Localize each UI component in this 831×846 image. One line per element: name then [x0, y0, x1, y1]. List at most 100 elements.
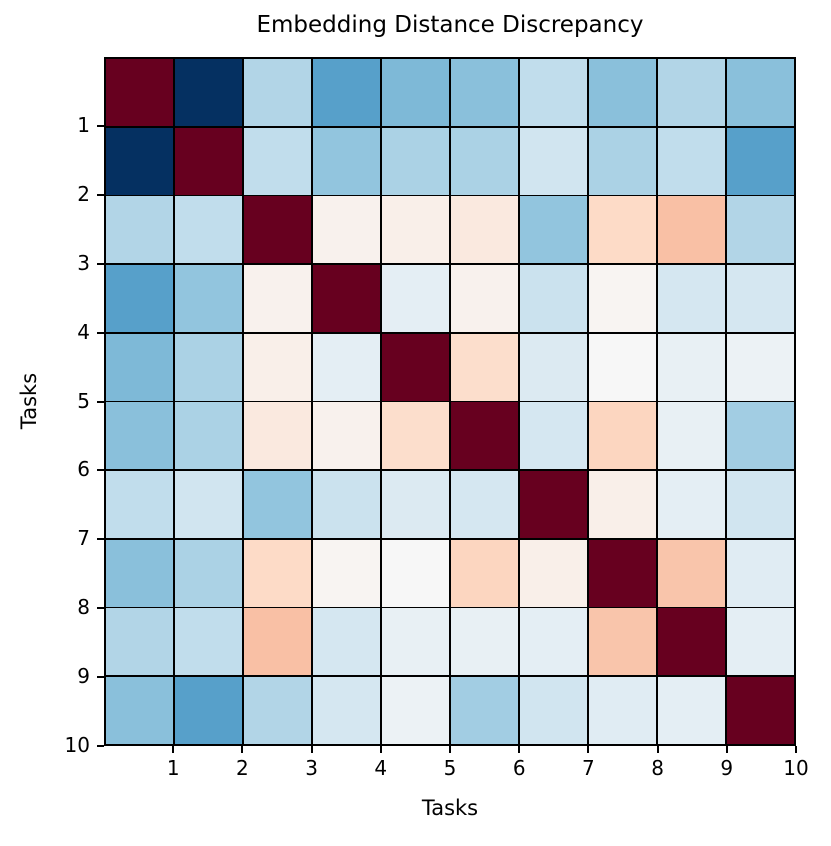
x-tick-mark: [656, 746, 659, 753]
heatmap-cell-r10c7: [519, 676, 588, 744]
heatmap-cell-r2c3: [243, 127, 312, 195]
heatmap-cell-r6c7: [519, 402, 588, 470]
heatmap-cell-r4c5: [381, 264, 450, 333]
heatmap-grid: [106, 59, 794, 744]
heatmap-cell-r9c4: [312, 608, 381, 676]
x-tick-mark: [587, 746, 590, 753]
heatmap-cell-r6c4: [312, 402, 381, 470]
y-axis-label: Tasks: [17, 372, 41, 430]
heatmap-cell-r9c8: [588, 608, 657, 676]
heatmap-cell-r3c10: [726, 196, 794, 264]
heatmap-cell-r5c6: [450, 333, 519, 401]
y-tick-label-7: 7: [77, 526, 90, 551]
heatmap-cell-r1c7: [519, 59, 588, 127]
x-axis-ticks: 1 2 3 4 5 6 7 8 9 10: [104, 746, 809, 788]
heatmap-cell-r7c4: [312, 470, 381, 539]
heatmap-cell-r8c9: [657, 539, 726, 607]
heatmap-cell-r10c4: [312, 676, 381, 744]
heatmap-cell-r3c4: [312, 196, 381, 264]
x-tick-label-10: 10: [783, 756, 809, 780]
heatmap-cell-r3c7: [519, 196, 588, 264]
heatmap-cell-r5c7: [519, 333, 588, 401]
heatmap-cell-r10c2: [174, 676, 243, 744]
heatmap-cell-r4c2: [174, 264, 243, 333]
heatmap-cell-r7c9: [657, 470, 726, 539]
heatmap-cell-r3c6: [450, 196, 519, 264]
heatmap-cell-r2c7: [519, 127, 588, 195]
x-tick-mark: [241, 746, 244, 753]
y-tick-label-5: 5: [77, 388, 90, 413]
heatmap-cell-r10c5: [381, 676, 450, 744]
heatmap-cell-r1c2: [174, 59, 243, 127]
x-tick-mark: [725, 746, 728, 753]
heatmap-cell-r4c7: [519, 264, 588, 333]
x-tick-mark: [379, 746, 382, 753]
heatmap-cell-r7c1: [106, 470, 174, 539]
heatmap-cell-r6c6: [450, 402, 519, 470]
heatmap-cell-r10c8: [588, 676, 657, 744]
heatmap-cell-r7c5: [381, 470, 450, 539]
x-tick-mark: [449, 746, 451, 753]
heatmap-cell-r8c10: [726, 539, 794, 607]
x-tick-label-1: 1: [166, 756, 180, 780]
heatmap-cell-r4c3: [243, 264, 312, 333]
heatmap-cell-r10c9: [657, 676, 726, 744]
y-tick-label-1: 1: [77, 112, 90, 137]
heatmap-cell-r9c7: [519, 608, 588, 676]
plot-area: [104, 57, 796, 746]
heatmap-cell-r1c1: [106, 59, 174, 127]
heatmap-cell-r7c6: [450, 470, 519, 539]
heatmap-cell-r8c4: [312, 539, 381, 607]
heatmap-cell-r5c5: [381, 333, 450, 401]
chart-title: Embedding Distance Discrepancy: [256, 12, 644, 38]
heatmap-cell-r8c6: [450, 539, 519, 607]
x-tick-mark: [172, 746, 175, 753]
y-tick-mark: [97, 331, 104, 334]
x-tick-label-7: 7: [582, 756, 595, 780]
x-tick-label-8: 8: [651, 756, 664, 780]
heatmap-cell-r9c3: [243, 608, 312, 676]
y-tick-mark: [97, 193, 104, 196]
x-tick-mark: [795, 746, 797, 753]
heatmap-cell-r10c10: [726, 676, 794, 744]
heatmap-cell-r8c1: [106, 539, 174, 607]
heatmap-cell-r3c3: [243, 196, 312, 264]
heatmap-cell-r8c7: [519, 539, 588, 607]
heatmap-cell-r1c5: [381, 59, 450, 127]
y-tick-label-3: 3: [77, 250, 90, 275]
heatmap-cell-r1c3: [243, 59, 312, 127]
y-tick-label-9: 9: [77, 664, 90, 689]
y-tick-mark: [97, 745, 104, 747]
heatmap-cell-r5c2: [174, 333, 243, 401]
y-tick-mark: [97, 607, 104, 610]
heatmap-cell-r4c6: [450, 264, 519, 333]
heatmap-cell-r6c1: [106, 402, 174, 470]
y-tick-label-8: 8: [77, 595, 90, 620]
heatmap-cell-r2c1: [106, 127, 174, 195]
heatmap-cell-r5c1: [106, 333, 174, 401]
heatmap-cell-r10c3: [243, 676, 312, 744]
heatmap-cell-r7c2: [174, 470, 243, 539]
heatmap-cell-r2c10: [726, 127, 794, 195]
y-tick-mark: [97, 124, 104, 127]
heatmap-cell-r6c3: [243, 402, 312, 470]
heatmap-cell-r3c8: [588, 196, 657, 264]
y-tick-label-10: 10: [64, 733, 90, 757]
y-tick-mark: [97, 538, 104, 541]
heatmap-cell-r1c4: [312, 59, 381, 127]
x-tick-label-3: 3: [305, 756, 318, 780]
heatmap-cell-r2c8: [588, 127, 657, 195]
heatmap-cell-r6c10: [726, 402, 794, 470]
heatmap-cell-r5c4: [312, 333, 381, 401]
heatmap-cell-r2c6: [450, 127, 519, 195]
heatmap-cell-r10c6: [450, 676, 519, 744]
heatmap-cell-r6c2: [174, 402, 243, 470]
heatmap-cell-r2c9: [657, 127, 726, 195]
heatmap-cell-r2c2: [174, 127, 243, 195]
heatmap-cell-r7c10: [726, 470, 794, 539]
heatmap-cell-r9c10: [726, 608, 794, 676]
heatmap-cell-r6c8: [588, 402, 657, 470]
heatmap-cell-r8c3: [243, 539, 312, 607]
heatmap-cell-r4c9: [657, 264, 726, 333]
